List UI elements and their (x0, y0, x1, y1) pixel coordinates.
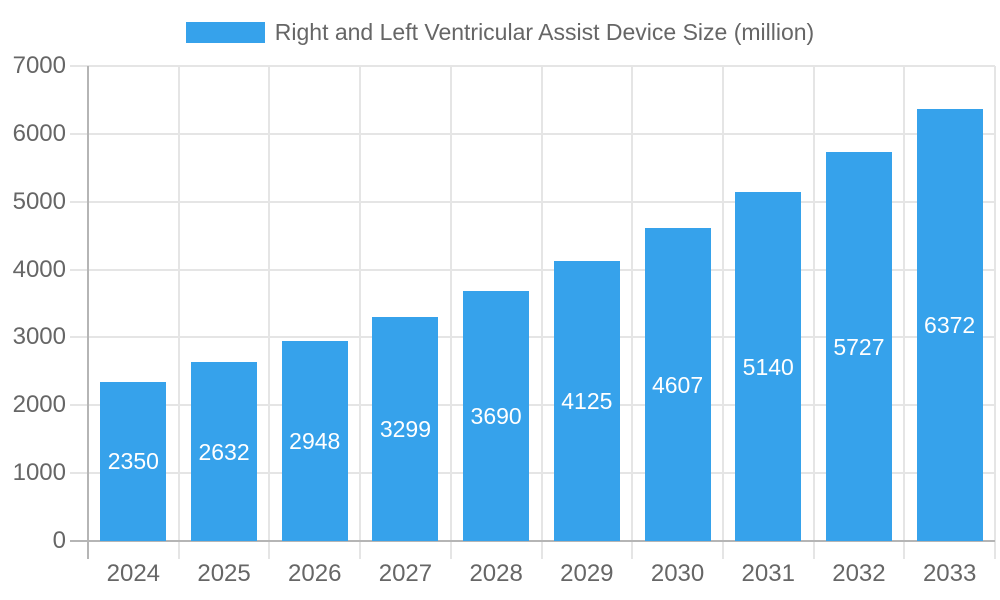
bar-2028[interactable] (463, 290, 530, 541)
legend-swatch (185, 21, 265, 43)
x-tick-label: 2028 (469, 560, 523, 587)
bar-value-label: 4607 (651, 371, 704, 398)
y-tick-label: 1000 (12, 459, 66, 487)
y-axis-tick (70, 65, 88, 67)
bar-value-label: 5727 (833, 333, 885, 360)
bar-value-label: 4125 (561, 388, 613, 415)
y-tick-label: 4000 (12, 255, 66, 283)
bar-value-label: 3690 (470, 402, 522, 429)
chart-title: Right and Left Ventricular Assist Device… (274, 19, 815, 45)
x-gridline (812, 66, 815, 559)
x-tick-label: 2024 (106, 560, 161, 587)
chart-legend: Right and Left Ventricular Assist Device… (0, 20, 1000, 44)
bar-value-label: 2632 (198, 438, 250, 465)
x-gridline (449, 66, 452, 559)
x-tick-label: 2029 (560, 560, 614, 587)
x-gridline (540, 66, 543, 559)
x-gridline (268, 66, 271, 559)
y-tick-label: 5000 (12, 187, 66, 215)
bar-2031[interactable] (735, 192, 802, 541)
y-axis-tick (70, 336, 88, 339)
y-axis-tick (70, 132, 88, 135)
x-gridline (359, 66, 362, 559)
x-tick-label: 2027 (378, 560, 433, 587)
x-gridline (903, 66, 906, 559)
bar-value-label: 3299 (379, 416, 432, 443)
bar-value-label: 2948 (289, 427, 341, 454)
x-tick-label: 2026 (288, 560, 342, 587)
bar-value-label: 6372 (924, 311, 976, 338)
x-tick-label: 2033 (922, 560, 977, 587)
bar-value-label: 5140 (742, 353, 794, 380)
y-tick-label: 2000 (12, 391, 66, 419)
x-tick-label: 2030 (650, 560, 705, 587)
y-axis-tick (70, 200, 88, 203)
x-gridline (721, 66, 724, 559)
bar-2033[interactable] (916, 108, 983, 541)
x-axis-line (70, 540, 995, 542)
bar-value-label: 2350 (107, 448, 159, 475)
bar-2029[interactable] (553, 261, 620, 541)
bar-2032[interactable] (825, 152, 892, 541)
y-tick-label: 6000 (12, 119, 66, 147)
bar-2026[interactable] (281, 340, 348, 541)
y-axis-tick (70, 472, 88, 475)
y-axis-tick (70, 404, 88, 407)
y-tick-label: 7000 (12, 52, 66, 79)
x-gridline (994, 66, 996, 559)
y-tick-label: 0 (52, 527, 66, 554)
y-axis-line (87, 66, 89, 559)
bar-2025[interactable] (191, 362, 258, 541)
x-tick-label: 2025 (197, 560, 251, 587)
y-axis-tick (70, 268, 88, 271)
x-tick-label: 2031 (741, 560, 795, 587)
x-gridline (177, 66, 180, 559)
bar-2024[interactable] (100, 381, 167, 541)
x-gridline (631, 66, 634, 559)
y-tick-label: 3000 (12, 323, 66, 351)
bar-2030[interactable] (644, 228, 711, 541)
bar-2027[interactable] (372, 317, 439, 541)
x-tick-label: 2032 (832, 560, 886, 587)
